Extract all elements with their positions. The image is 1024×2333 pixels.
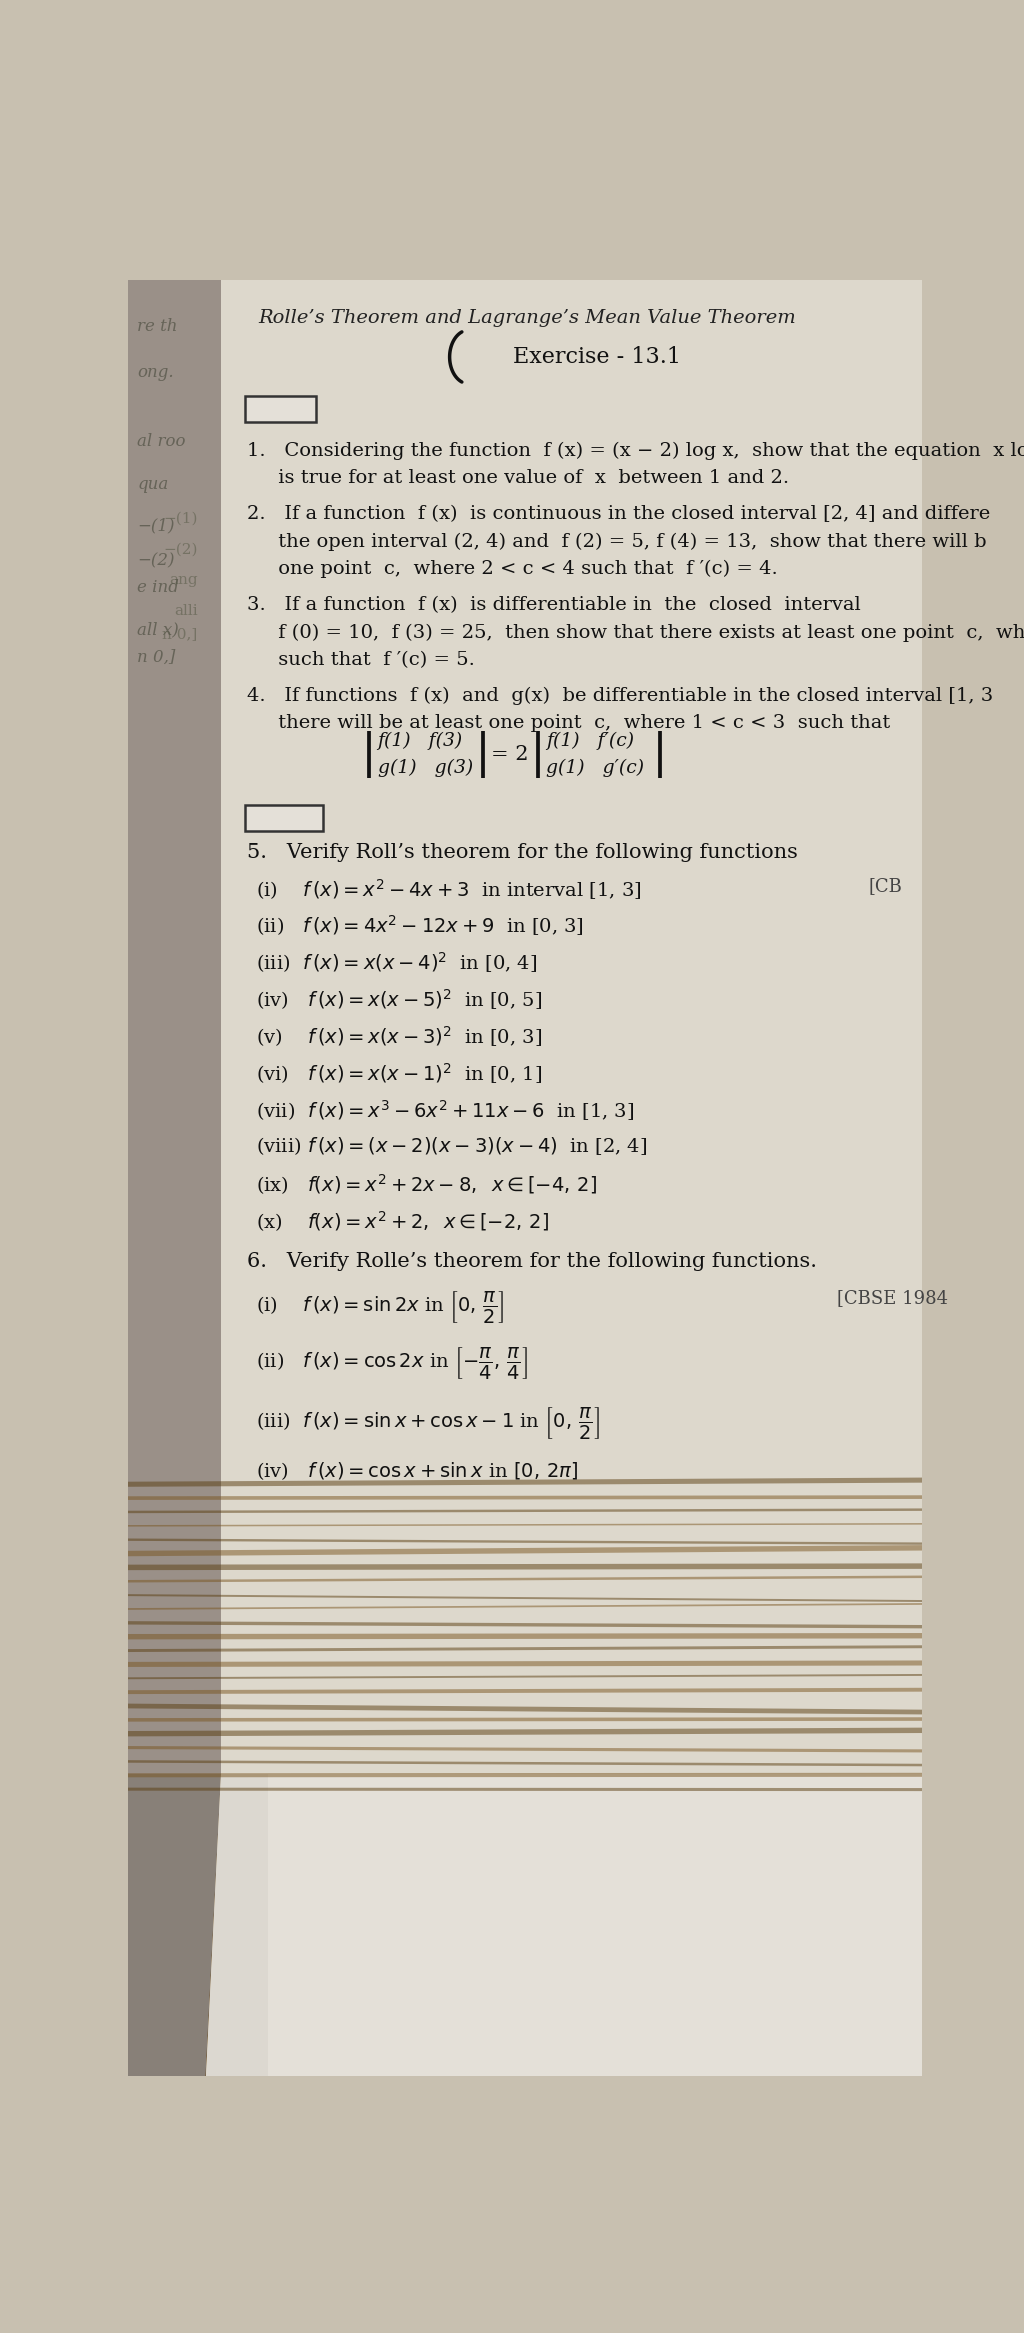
Text: f(1)   f′(c): f(1) f′(c): [547, 730, 635, 749]
Text: (vi)   $f\,(x) = x(x - 1)^2$  in [0, 1]: (vi) $f\,(x) = x(x - 1)^2$ in [0, 1]: [256, 1062, 542, 1087]
Text: 1.   Considering the function  f (x) = (x − 2) log x,  show that the equation  x: 1. Considering the function f (x) = (x −…: [247, 441, 1024, 460]
Text: e ind: e ind: [137, 579, 179, 597]
Polygon shape: [206, 1773, 922, 2076]
Text: [CBSE 1984: [CBSE 1984: [838, 1290, 948, 1306]
Text: (iv)   $f\,(x) = x(x - 5)^2$  in [0, 5]: (iv) $f\,(x) = x(x - 5)^2$ in [0, 5]: [256, 987, 542, 1013]
Text: (iv)   $f\,(x) = \cos x + \sin x$ in $[0,\, 2\pi]$: (iv) $f\,(x) = \cos x + \sin x$ in $[0,\…: [256, 1460, 579, 1481]
Text: Exercise - 13.1: Exercise - 13.1: [513, 345, 681, 369]
Text: re th: re th: [137, 317, 178, 334]
Text: (iii)  $f\,(x) = \sin x + \cos x - 1$ in $\left[0,\, \dfrac{\pi}{2}\right]$: (iii) $f\,(x) = \sin x + \cos x - 1$ in …: [256, 1404, 600, 1442]
Text: alli: alli: [174, 604, 198, 618]
Text: ang: ang: [169, 574, 198, 588]
Text: |: |: [475, 730, 492, 777]
Text: f(1)   f(3): f(1) f(3): [378, 730, 463, 749]
Text: g(1)   g′(c): g(1) g′(c): [547, 758, 645, 777]
Text: Type I: Type I: [248, 401, 313, 418]
Polygon shape: [128, 1773, 221, 2076]
Text: the open interval (2, 4) and  f (2) = 5, f (4) = 13,  show that there will b: the open interval (2, 4) and f (2) = 5, …: [247, 532, 986, 551]
Text: (vii)  $f\,(x) = x^3 - 6x^2 + 11x - 6$  in [1, 3]: (vii) $f\,(x) = x^3 - 6x^2 + 11x - 6$ in…: [256, 1099, 634, 1122]
Text: (ix)   $f(x) = x^2 + 2x - 8, \;\; x \in [-4,\, 2]$: (ix) $f(x) = x^2 + 2x - 8, \;\; x \in [-…: [256, 1173, 597, 1197]
FancyBboxPatch shape: [245, 397, 316, 422]
Text: 4.   If functions  f (x)  and  g(x)  be differentiable in the closed interval [1: 4. If functions f (x) and g(x) be differ…: [247, 686, 993, 705]
Text: Rolle’s Theorem and Lagrange’s Mean Value Theorem: Rolle’s Theorem and Lagrange’s Mean Valu…: [258, 310, 796, 327]
Text: −(2): −(2): [163, 544, 198, 558]
Text: ong.: ong.: [137, 364, 174, 380]
Text: −(1): −(1): [137, 518, 175, 534]
Text: −(1): −(1): [163, 511, 198, 525]
Text: (i)    $f\,(x) = x^2 - 4x + 3$  in interval [1, 3]: (i) $f\,(x) = x^2 - 4x + 3$ in interval …: [256, 877, 641, 901]
Text: qua: qua: [137, 476, 169, 492]
Text: (v)    $f\,(x) = x(x - 3)^2$  in [0, 3]: (v) $f\,(x) = x(x - 3)^2$ in [0, 3]: [256, 1024, 542, 1050]
Text: = 2: = 2: [490, 744, 528, 763]
Text: al roo: al roo: [137, 434, 185, 450]
Text: (x)    $f(x) = x^2 + 2, \;\; x \in [-2,\, 2]$: (x) $f(x) = x^2 + 2, \;\; x \in [-2,\, 2…: [256, 1208, 549, 1234]
Text: there will be at least one point  c,  where 1 < c < 3  such that: there will be at least one point c, wher…: [247, 714, 890, 733]
Text: is true for at least one value of  x  between 1 and 2.: is true for at least one value of x betw…: [247, 469, 788, 488]
Text: |: |: [652, 730, 668, 777]
Text: (viii) $f\,(x) = (x - 2)(x - 3)(x - 4)$  in [2, 4]: (viii) $f\,(x) = (x - 2)(x - 3)(x - 4)$ …: [256, 1136, 647, 1157]
Text: g(1)   g(3): g(1) g(3): [378, 758, 473, 777]
Text: (ii)   $f\,(x) = 4x^2 - 12x + 9$  in [0, 3]: (ii) $f\,(x) = 4x^2 - 12x + 9$ in [0, 3]: [256, 915, 584, 938]
Polygon shape: [221, 280, 922, 1773]
Text: n 0,]: n 0,]: [137, 649, 176, 665]
Text: 2.   If a function  f (x)  is continuous in the closed interval [2, 4] and diffe: 2. If a function f (x) is continuous in …: [247, 504, 990, 523]
Text: |: |: [529, 730, 546, 777]
Text: 6.   Verify Rolle’s theorem for the following functions.: 6. Verify Rolle’s theorem for the follow…: [247, 1253, 816, 1271]
Text: (iii)  $f\,(x) = x(x - 4)^2$  in [0, 4]: (iii) $f\,(x) = x(x - 4)^2$ in [0, 4]: [256, 950, 538, 975]
Text: −(2): −(2): [137, 553, 175, 569]
Text: 3.   If a function  f (x)  is differentiable in  the  closed  interval: 3. If a function f (x) is differentiable…: [247, 595, 860, 614]
Text: |: |: [360, 730, 377, 777]
Text: one point  c,  where 2 < c < 4 such that  f ′(c) = 4.: one point c, where 2 < c < 4 such that f…: [247, 560, 777, 579]
Text: all x): all x): [137, 623, 179, 639]
Polygon shape: [128, 1773, 922, 2076]
Text: (ii)   $f\,(x) = \cos 2x$ in $\left[-\dfrac{\pi}{4},\, \dfrac{\pi}{4}\right]$: (ii) $f\,(x) = \cos 2x$ in $\left[-\dfra…: [256, 1344, 527, 1381]
FancyBboxPatch shape: [245, 805, 323, 831]
Text: 5.   Verify Roll’s theorem for the following functions: 5. Verify Roll’s theorem for the followi…: [247, 842, 798, 861]
Polygon shape: [206, 1773, 267, 2076]
Text: (i)    $f\,(x) = \sin 2x$ in $\left[0,\, \dfrac{\pi}{2}\right]$: (i) $f\,(x) = \sin 2x$ in $\left[0,\, \d…: [256, 1290, 504, 1325]
Text: Type II: Type II: [247, 810, 322, 828]
Text: n 0,]: n 0,]: [163, 628, 198, 642]
Text: [CB: [CB: [868, 877, 902, 896]
Text: such that  f ′(c) = 5.: such that f ′(c) = 5.: [247, 651, 474, 670]
Text: f (0) = 10,  f (3) = 25,  then show that there exists at least one point  c,  wh: f (0) = 10, f (3) = 25, then show that t…: [247, 623, 1024, 642]
Polygon shape: [128, 280, 221, 1773]
